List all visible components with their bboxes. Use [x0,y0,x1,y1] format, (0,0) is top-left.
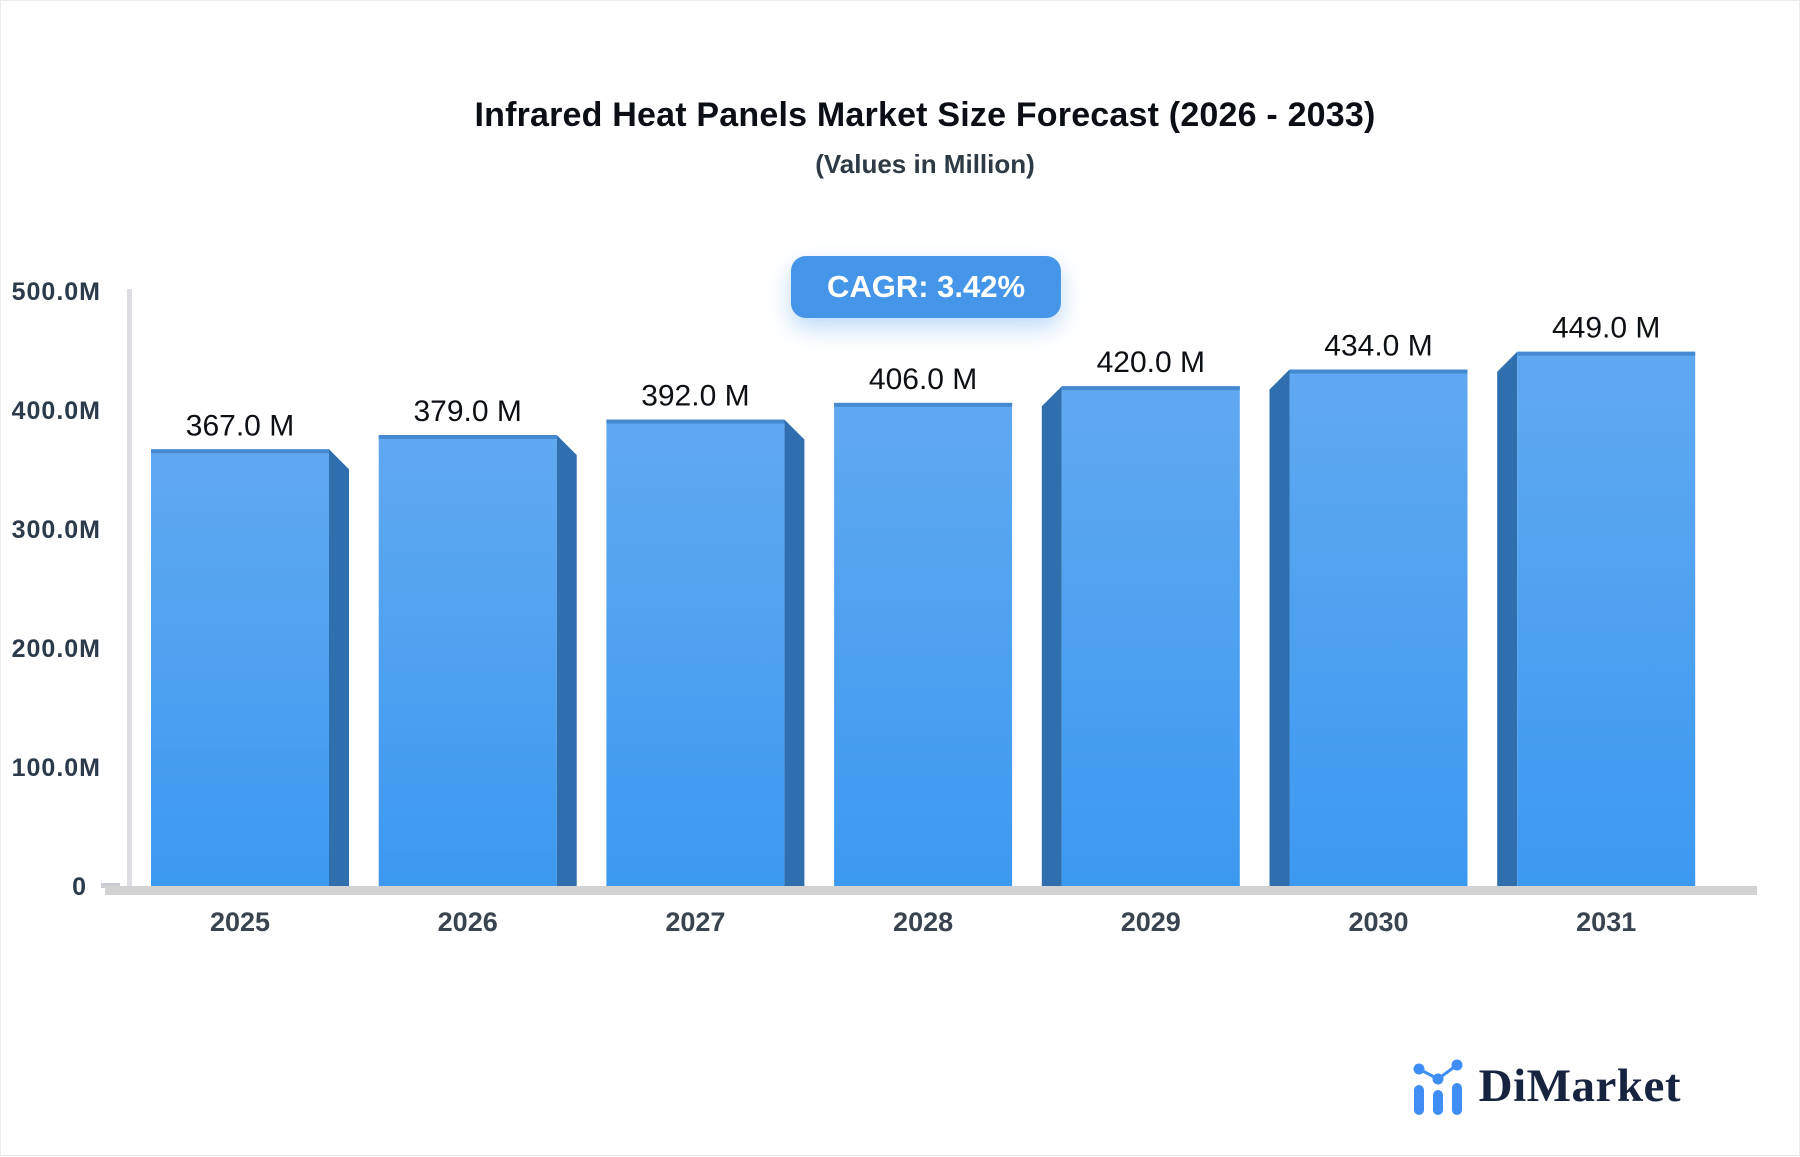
bar-2028[interactable] [834,402,1013,886]
bar-group-2027 [606,419,805,886]
bar-chart-logo-icon [1413,1059,1463,1115]
bar-top-edge [606,419,785,424]
bar-2027[interactable] [606,419,785,886]
bar-group-2026 [378,434,577,886]
bar-2030[interactable] [1289,369,1468,886]
x-axis-baseline [105,886,1757,895]
bar-group-2030 [1269,369,1468,886]
y-tick-label: 100.0M [12,754,101,782]
bars-layer [151,351,1696,886]
bar-side-face [329,449,349,886]
bar-2029[interactable] [1061,386,1240,886]
cagr-badge: CAGR: 3.42% [790,256,1062,318]
brand-logo: DiMarket [1411,1057,1681,1115]
bar-group-2031 [1497,351,1696,886]
y-tick-label: 0 [72,873,87,901]
bar-value-label: 367.0 M [186,409,294,442]
y-tick-mark [101,883,120,888]
bar-value-label: 420.0 M [1097,346,1205,379]
x-axis-label-2025: 2025 [210,907,270,937]
bar-group-2028 [834,402,1013,886]
y-tick-label: 200.0M [12,635,101,663]
bar-top-edge [1061,386,1240,391]
bar-side-face [1269,369,1290,886]
bar-2031[interactable] [1517,351,1696,886]
x-axis-label-2026: 2026 [438,907,498,937]
bar-top-edge [1289,369,1468,374]
bar-group-2029 [1041,386,1240,886]
bar-top-edge [378,434,557,439]
bar-top-edge [1517,351,1696,356]
bar-top-edge [151,449,329,454]
labels-layer: 367.0 M 2025 379.0 M 2026 392.0 M 2027 406.0 M… [186,312,1661,937]
x-axis-label-2031: 2031 [1576,907,1636,937]
y-tick-label: 500.0M [12,278,101,306]
bar-2025[interactable] [151,449,329,886]
page-title: Infrared Heat Panels Market Size Forecas… [474,96,1376,134]
bar-side-face [556,434,577,886]
bar-2026[interactable] [378,434,557,886]
bar-side-face [1497,351,1518,886]
bar-side-face [1041,386,1062,886]
bar-side-face [784,419,805,886]
page-subtitle: (Values in Million) [815,149,1035,179]
x-axis-label-2030: 2030 [1348,907,1408,937]
bar-value-label: 449.0 M [1552,312,1660,345]
x-axis-label-2028: 2028 [893,907,953,937]
bar-value-label: 434.0 M [1324,330,1432,363]
axis-layer: 0 100.0M 200.0M 300.0M 400.0M 500.0M [12,278,1757,901]
y-axis-line [127,289,132,894]
bar-value-label: 379.0 M [413,395,521,428]
x-axis-label-2027: 2027 [665,907,725,937]
y-tick-label: 400.0M [12,397,101,425]
y-tick-label: 300.0M [12,516,101,544]
bar-value-label: 392.0 M [641,380,749,413]
brand-name: DiMarket [1478,1059,1681,1112]
bar-group-2025 [151,449,349,886]
bar-top-edge [834,402,1013,407]
bar-value-label: 406.0 M [869,363,977,396]
cagr-badge-label: CAGR: 3.42% [826,269,1026,304]
x-axis-label-2029: 2029 [1121,907,1181,937]
